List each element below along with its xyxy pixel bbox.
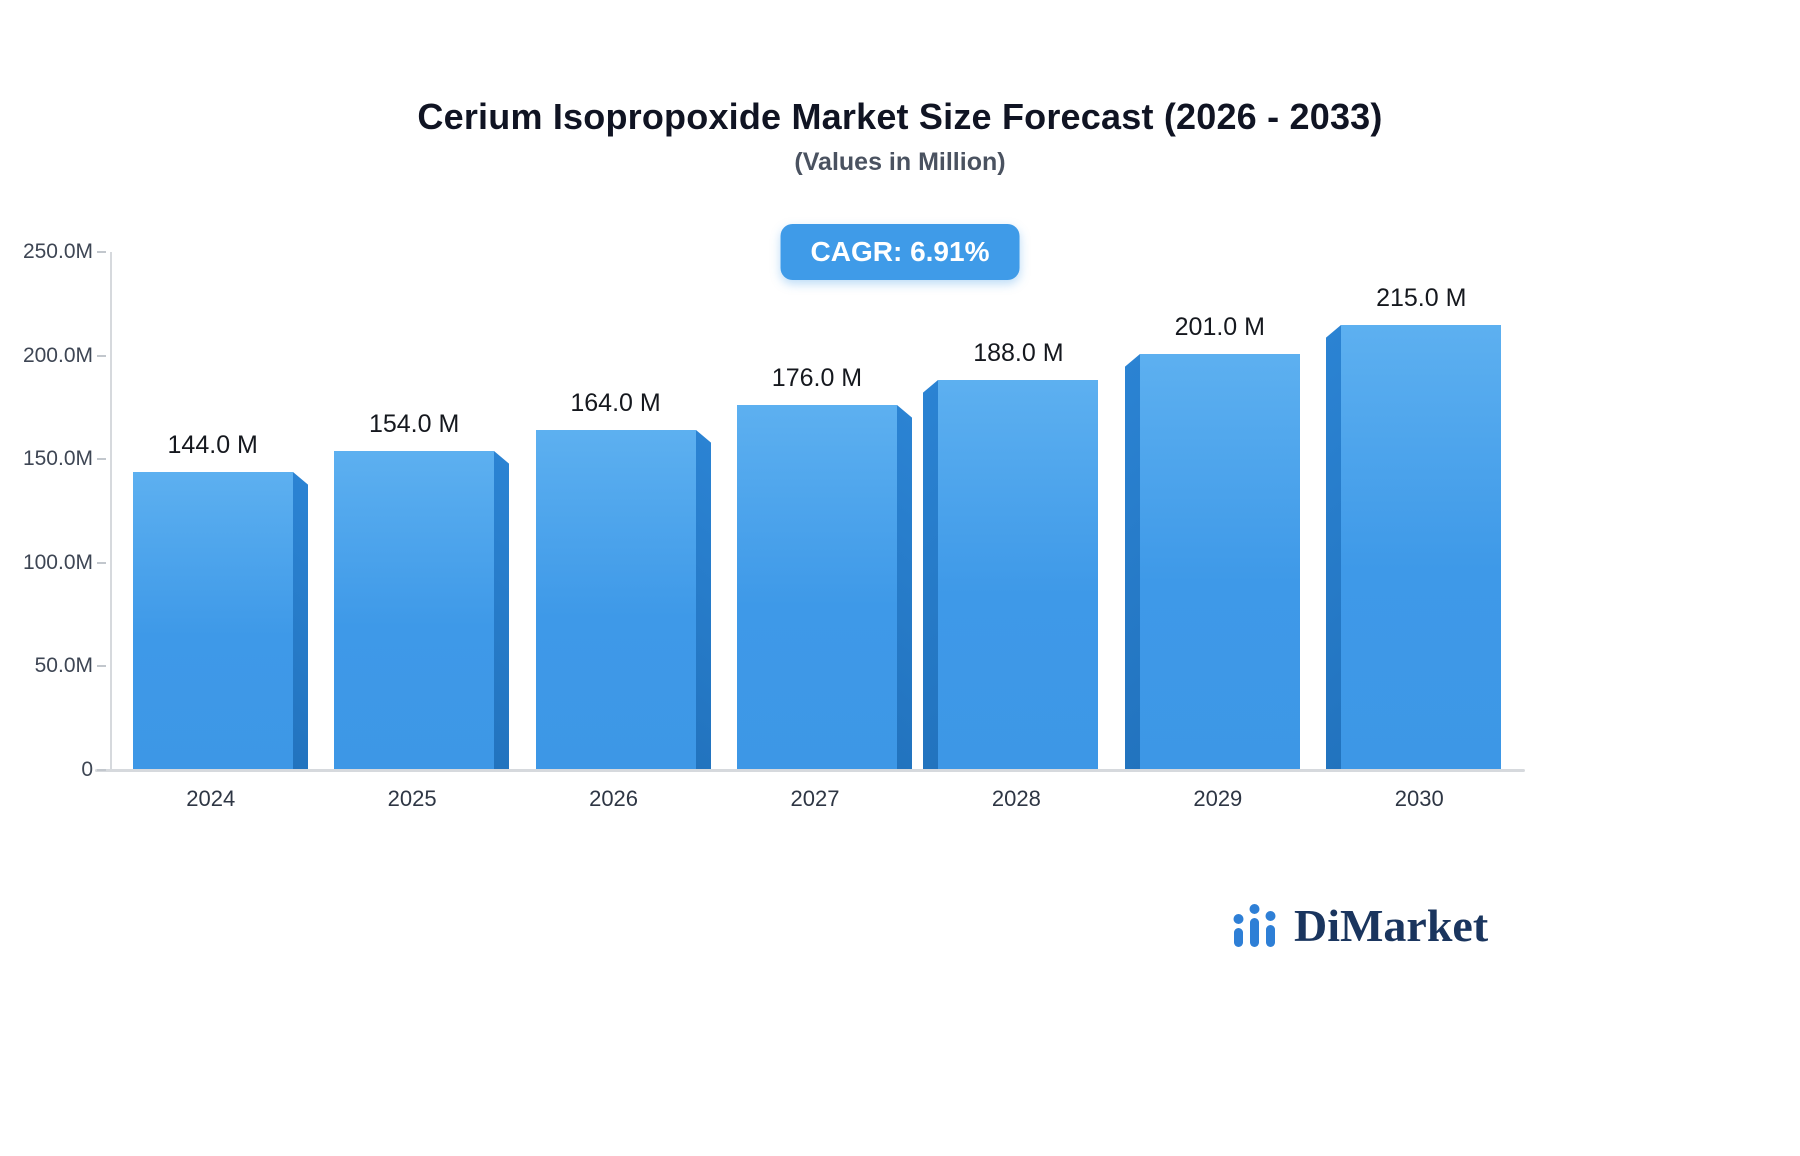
plot-area: 144.0 M 154.0 M 164.0 M 176.0 M 188.0 M 201.0… [110,252,1522,770]
bar-group: 154.0 M [313,252,514,770]
x-axis-label: 2025 [387,786,437,811]
bar-side-face [923,380,939,770]
y-axis-label: 100.0M [22,550,93,574]
chart-title: Cerium Isopropoxide Market Size Forecast… [417,96,1383,137]
bar-side-face [1124,353,1140,770]
logo-text: DiMarket [1294,899,1489,951]
x-axis-label: 2028 [991,786,1041,811]
bar-value-label: 201.0 M [1174,312,1265,341]
chart-subtitle: (Values in Million) [794,148,1006,176]
x-axis-label: 2027 [790,786,840,811]
bar-side-face [1326,324,1342,770]
bar-value-label: 188.0 M [973,339,1064,368]
x-axis-label: 2030 [1394,786,1444,811]
bar-2029: 201.0 M [1124,313,1300,770]
bar-group: 176.0 M [716,252,917,770]
bar-2027: 176.0 M [736,364,912,770]
bar-2026: 164.0 M [535,389,711,770]
y-axis-tick [97,769,106,771]
bar-value-label: 215.0 M [1376,283,1467,312]
bar-side-face [695,430,711,770]
logo: DiMarket [1228,898,1488,952]
cagr-badge: CAGR: 6.91% [780,224,1020,280]
y-axis-tick [97,458,106,461]
y-axis-tick [97,251,106,253]
y-axis-label: 150.0M [22,447,93,471]
bar-value-label: 164.0 M [570,389,661,418]
y-axis-label: 200.0M [22,343,93,367]
y-axis: 0 50.0M 100.0M 150.0M 200.0M 250.0M [0,0,93,1000]
x-axis-labels: 2024 2025 2026 2027 2028 2029 2030 [110,786,1520,812]
y-axis-label: 0 [81,758,93,781]
bar-group: 215.0 M [1321,252,1522,770]
y-axis-label: 250.0M [22,240,93,263]
bar-group: 188.0 M [918,252,1119,770]
y-axis-label: 50.0M [34,654,93,678]
bar-2024: 144.0 M [132,431,308,770]
x-axis-label: 2024 [186,786,236,811]
bar-value-label: 144.0 M [167,430,258,459]
bar-side-face [896,405,912,770]
y-axis-tick [97,665,106,668]
bar-group: 201.0 M [1119,252,1320,770]
bar-value-label: 176.0 M [771,364,863,393]
bar-2025: 154.0 M [334,410,510,770]
bar-chart-icon [1233,904,1276,947]
bar-group: 144.0 M [112,252,313,770]
y-axis-tick [97,561,106,564]
bar-value-label: 154.0 M [368,409,460,438]
x-axis-line [95,769,1525,772]
y-axis-tick [97,354,106,357]
x-axis-label: 2029 [1193,786,1243,811]
bar-side-face [494,450,510,770]
bar-group: 164.0 M [515,252,716,770]
bar-2030: 215.0 M [1326,284,1502,770]
bar-2028: 188.0 M [923,339,1099,770]
bar-side-face [292,471,308,770]
x-axis-label: 2026 [589,786,639,811]
